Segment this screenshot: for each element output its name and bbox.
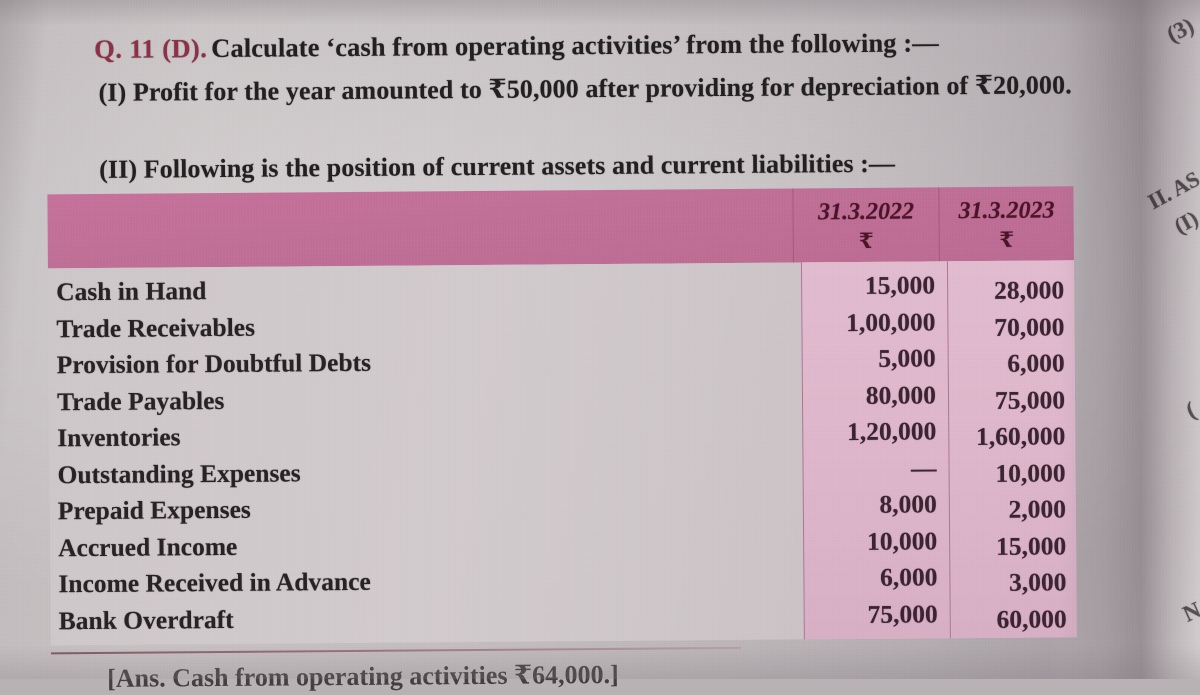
value-cell-2023: 70,000 [994,311,1065,342]
question-point-1: (I) Profit for the year amounted to ₹50,… [98,70,1072,107]
table-bottom-rule [50,646,741,655]
table-row: Prepaid Expenses [57,494,251,526]
value-cell-2023: 6,000 [1007,348,1065,378]
header-col-2022-date: 31.3.2022 [817,198,915,226]
margin-fragment: ( [1182,396,1200,423]
value-cell-2022: 80,000 [865,379,937,410]
value-cell-2022: 8,000 [879,489,937,519]
value-cell-2023: 28,000 [993,275,1065,305]
value-cell-2023: 15,000 [995,530,1067,561]
value-cell-2023: 1,60,000 [975,421,1066,452]
header-col-2022: 31.3.2022 ₹ [792,187,939,263]
value-cell-2023: 75,000 [994,384,1066,415]
table-row: Accrued Income [58,531,238,562]
value-cell-2022: 10,000 [866,525,938,556]
table-row: Trade Payables [56,385,225,416]
header-particulars [47,188,793,268]
table-row: Outstanding Expenses [57,457,301,489]
rupee-icon-col1: ₹ [858,228,874,253]
value-cell-2022: 15,000 [864,270,936,300]
value-cell-2023: 10,000 [995,457,1066,488]
margin-fragment: (I) [1169,205,1200,239]
question-point-2: (II) Following is the position of curren… [99,148,896,184]
table-row: Provision for Doubtful Debts [56,347,372,380]
rupee-icon-col2: ₹ [999,227,1015,252]
table-body: Cash in Hand Trade Receivables Provision… [47,260,1077,646]
value-cell-2023: 60,000 [996,603,1067,634]
header-col-2023: 31.3.2023 ₹ [938,186,1074,262]
value-cell-2022: 75,000 [867,598,938,629]
table-row: Inventories [57,422,181,453]
table-row: Trade Receivables [56,312,256,343]
table-header-row: 31.3.2022 ₹ 31.3.2023 ₹ [47,186,1074,269]
value-cell-2022: 1,20,000 [846,416,937,447]
column-values-2022: 15,000 1,00,000 5,000 80,000 1,20,000 — … [800,261,950,640]
question-number: Q. 11 (D). [94,33,208,64]
value-cell-2022: 6,000 [879,562,938,592]
column-particulars: Cash in Hand Trade Receivables Provision… [48,262,804,645]
column-values-2023: 28,000 70,000 6,000 75,000 1,60,000 10,0… [946,260,1077,639]
value-cell-2022: 1,00,000 [846,306,936,337]
current-assets-liabilities-table: 31.3.2022 ₹ 31.3.2023 ₹ Cash in Hand Tra… [47,186,1077,646]
question-heading: Q. 11 (D). Calculate ‘cash from operating… [94,26,1074,64]
header-col-2023-date: 31.3.2023 [958,197,1055,225]
value-cell-2023: 2,000 [1008,494,1066,524]
question-prompt: Calculate ‘cash from operating activitie… [211,27,939,64]
table-row: Bank Overdraft [58,604,234,635]
value-cell-2022: 5,000 [878,343,936,373]
value-cell-2022: — [910,452,937,483]
table-row: Cash in Hand [56,276,207,307]
answer-line: [Ans. Cash from operating activities ₹64… [107,659,619,693]
margin-fragment: N [1179,597,1200,627]
value-cell-2023: 3,000 [1008,567,1067,597]
margin-fragment: (3) [1162,12,1199,48]
table-row: Income Received in Advance [58,566,371,599]
